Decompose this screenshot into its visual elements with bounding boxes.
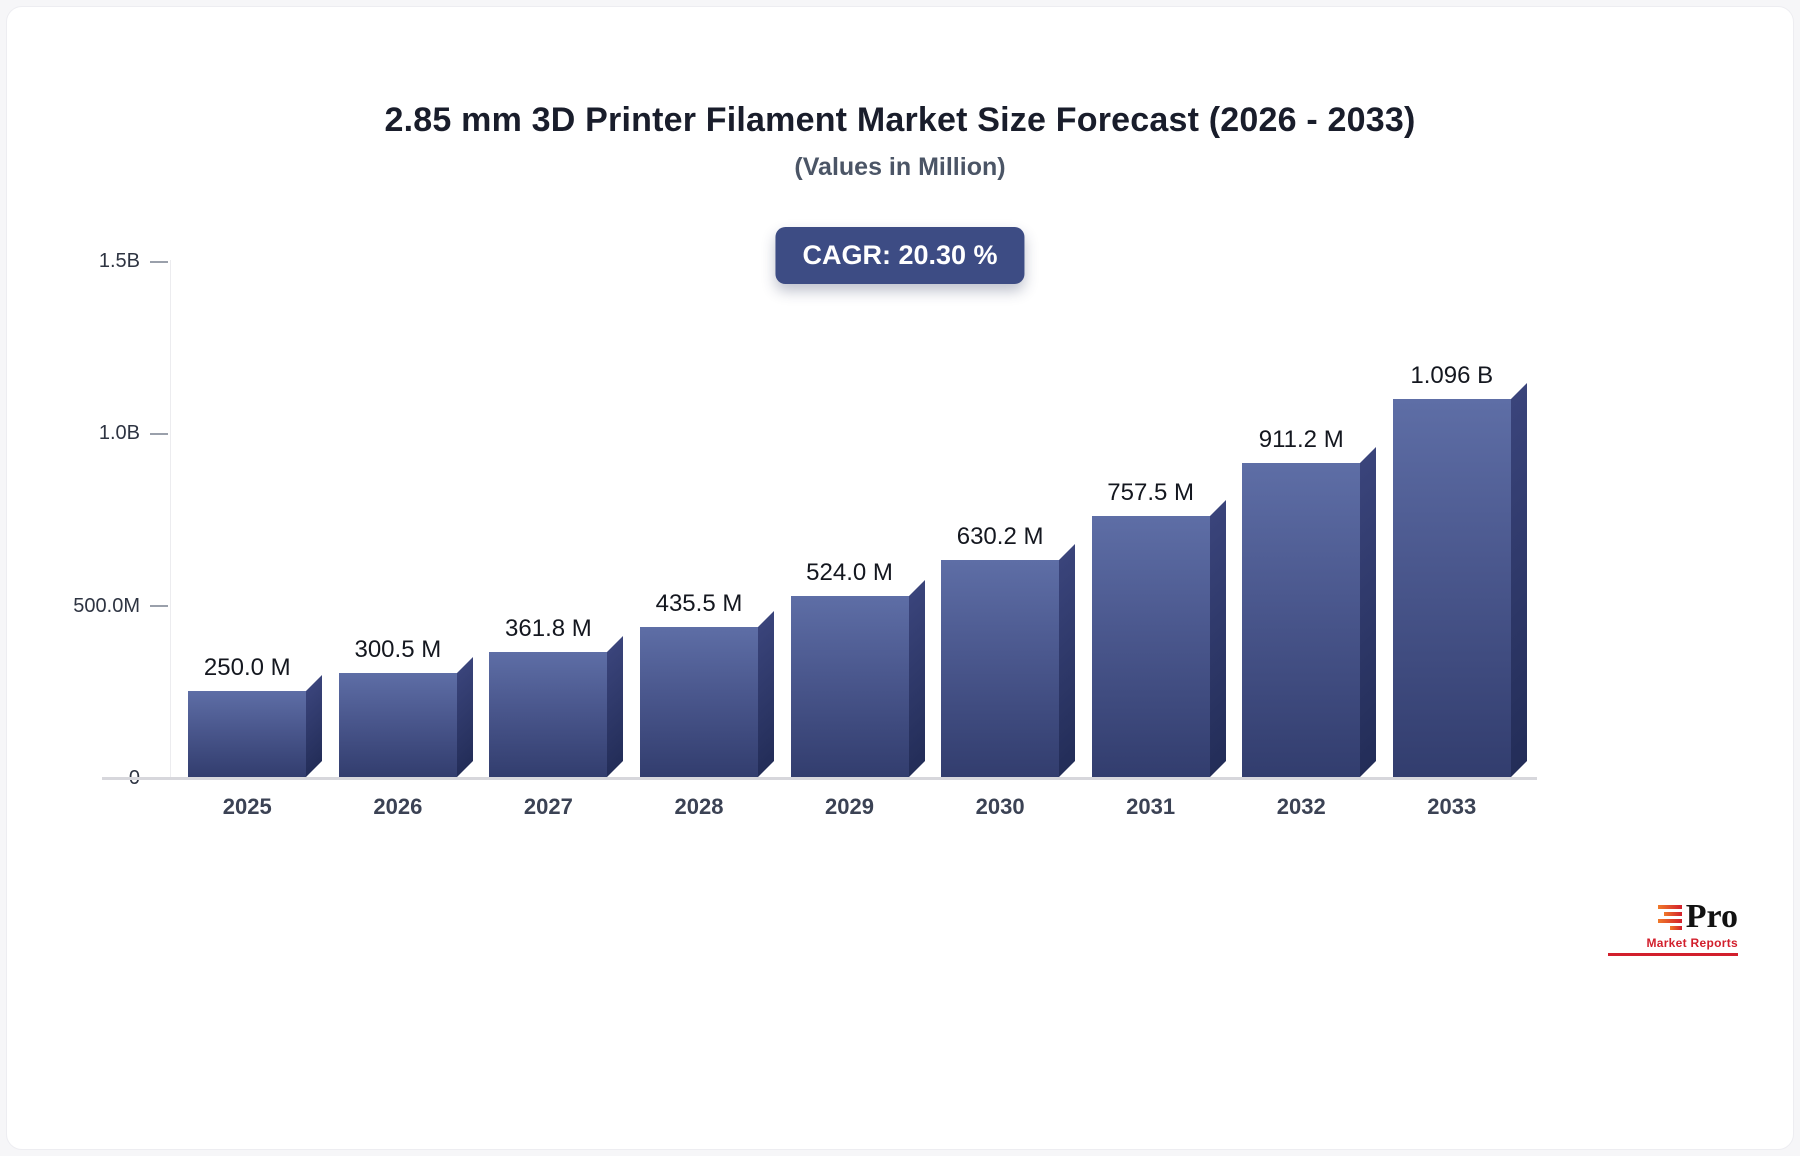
bar-group: 524.0 M [774, 559, 925, 777]
bar-front-face [188, 691, 307, 777]
bar-side-face [306, 675, 323, 777]
y-axis-tick-label: 1.5B [98, 250, 140, 272]
logo: Pro Market Reports [1608, 900, 1738, 956]
bar-value-label: 524.0 M [806, 559, 893, 586]
bar-group: 630.2 M [925, 523, 1076, 777]
x-axis-label: 2026 [373, 794, 423, 819]
bar-value-label: 361.8 M [505, 615, 592, 642]
bar-front-face [790, 596, 909, 777]
bar-side-face [1059, 544, 1076, 777]
bar-group: 300.5 M [323, 636, 474, 777]
x-axis-label: 2025 [222, 794, 272, 819]
bar-front-face [489, 652, 608, 777]
bar-value-label: 300.5 M [354, 636, 442, 663]
bar-group: 361.8 M [473, 615, 624, 777]
bar-front-face [1392, 399, 1511, 777]
y-axis-tick: 1.0B [99, 420, 168, 448]
logo-name: Pro [1685, 898, 1738, 935]
bar-front-face [1242, 463, 1361, 777]
x-axis-label: 2029 [825, 794, 874, 819]
bar-group: 757.5 M [1075, 479, 1226, 777]
logo-top: Pro [1608, 900, 1738, 934]
bar-value-label: 630.2 M [956, 523, 1044, 550]
bar-side-face [1510, 383, 1527, 777]
y-axis-tick-mark [150, 260, 168, 263]
x-axis-label: 2032 [1276, 794, 1326, 819]
bar-side-face [1360, 447, 1377, 777]
bar[interactable] [941, 544, 1076, 777]
bar-group: 435.5 M [624, 590, 775, 777]
chart-subtitle: (Values in Million) [794, 153, 1006, 181]
bar-group: 911.2 M [1226, 426, 1377, 777]
logo-underline [1608, 953, 1738, 956]
bar-group: 250.0 M [172, 654, 323, 777]
bar[interactable] [639, 611, 774, 777]
x-axis: 2025 2026 2027 2028 2029 2030 2031 2032 2033 [172, 780, 1527, 830]
chart-title: 2.85 mm 3D Printer Filament Market Size … [384, 101, 1416, 139]
bar-front-face [1091, 516, 1210, 777]
bar[interactable] [489, 636, 624, 777]
chart-card: 2.85 mm 3D Printer Filament Market Size … [6, 6, 1794, 1150]
y-axis-tick-label: 1.0B [98, 422, 140, 445]
y-axis-tick-label: 500.0M [73, 594, 140, 617]
bar-value-label: 1.096 B [1410, 362, 1494, 389]
bar-value-label: 757.5 M [1107, 479, 1195, 506]
x-axis-label: 2027 [523, 794, 573, 819]
bar[interactable] [1091, 500, 1226, 777]
bar-group: 1.096 B [1377, 362, 1528, 777]
x-axis-label: 2031 [1126, 794, 1176, 819]
x-axis-label: 2028 [674, 794, 724, 819]
y-axis-tick-mark [150, 605, 168, 608]
y-axis-line [170, 260, 171, 777]
bars-row: 250.0 M 300.5 M 361.8 M 435.5 M 524.0 M 630.2… [172, 245, 1527, 777]
logo-tagline: Market Reports [1646, 936, 1738, 950]
y-axis-tick: 500.0M [73, 592, 168, 620]
logo-bars-icon [1657, 904, 1682, 930]
x-axis-label: 2033 [1427, 794, 1477, 819]
bar-side-face [908, 580, 925, 777]
bar[interactable] [790, 580, 925, 777]
x-axis-baseline [102, 777, 1537, 780]
bar-side-face [757, 611, 774, 777]
cagr-badge: CAGR: 20.30 % [775, 227, 1025, 284]
bar[interactable] [338, 657, 473, 777]
y-axis: 0500.0M1.0B1.5B [62, 245, 172, 830]
bar-side-face [456, 657, 473, 777]
bar-value-label: 911.2 M [1258, 426, 1344, 453]
bar-front-face [941, 560, 1060, 777]
bar-value-label: 250.0 M [203, 654, 291, 681]
bar-side-face [607, 636, 624, 777]
bar-front-face [639, 627, 758, 777]
bar[interactable] [188, 675, 323, 777]
bar-value-label: 435.5 M [655, 590, 743, 617]
bar-front-face [338, 673, 457, 777]
y-axis-tick-mark [150, 432, 168, 435]
x-axis-label: 2030 [975, 794, 1025, 819]
y-axis-tick: 1.5B [99, 248, 168, 276]
bar-side-face [1209, 500, 1226, 777]
bar[interactable] [1242, 447, 1377, 777]
bar[interactable] [1392, 383, 1527, 777]
